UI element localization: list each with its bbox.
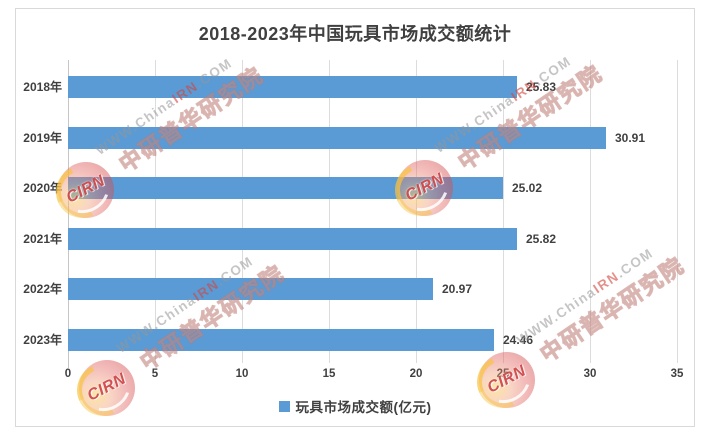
- value-label: 25.82: [526, 231, 557, 246]
- value-label: 25.83: [526, 80, 557, 94]
- x-tick-label: 30: [583, 368, 597, 380]
- legend: 玩具市场成交额(亿元): [0, 397, 710, 415]
- value-label: 25.02: [512, 181, 543, 195]
- chart-row: 2020年 25.02: [0, 161, 710, 212]
- x-tick-label: 0: [64, 368, 72, 380]
- value-label: 24.46: [503, 332, 534, 347]
- chart-row: 2019年 30.91: [0, 111, 710, 162]
- gridline: [677, 60, 678, 363]
- chart-row: 2018年 25.83: [0, 60, 710, 111]
- value-label: 20.97: [442, 282, 473, 296]
- gridline: [590, 60, 591, 363]
- category-label: 2018年: [23, 80, 62, 94]
- x-tick-label: 10: [235, 368, 249, 380]
- gridline: [155, 60, 156, 363]
- chart-row: 2021年 25.82: [0, 212, 710, 263]
- category-label: 2021年: [23, 231, 62, 246]
- bar-2021年: [68, 227, 517, 250]
- bars-layer: 2018年 25.83 2019年 30.91 2020年 25.02 2021年 25.82…: [0, 60, 710, 363]
- gridline: [329, 60, 330, 363]
- x-tick-label: 20: [409, 368, 423, 380]
- category-label: 2023年: [23, 332, 62, 347]
- x-axis-tick-labels: 0 5 10 15 20 25 30 35: [0, 368, 710, 384]
- x-tick-label: 25: [496, 368, 510, 380]
- bar-2019年: [68, 126, 606, 149]
- chart-title: 2018-2023年中国玩具市场成交额统计: [198, 24, 512, 44]
- x-tick-label: 35: [670, 368, 684, 380]
- bar-2022年: [68, 278, 433, 300]
- gridline: [242, 60, 243, 363]
- category-label: 2020年: [23, 181, 62, 195]
- legend-label: 玩具市场成交额(亿元): [295, 400, 432, 415]
- bar-2023年: [68, 328, 494, 351]
- value-label: 30.91: [615, 130, 646, 145]
- bar-2020年: [68, 177, 503, 199]
- bar-2018年: [68, 76, 517, 98]
- legend-swatch: [278, 400, 290, 412]
- category-label: 2019年: [23, 130, 62, 145]
- gridline: [503, 60, 504, 363]
- x-tick-label: 5: [151, 368, 159, 380]
- x-tick-label: 15: [322, 368, 336, 380]
- category-label: 2022年: [23, 282, 62, 296]
- chart-row: 2022年 20.97: [0, 262, 710, 313]
- chart-row: 2023年 24.46: [0, 313, 710, 364]
